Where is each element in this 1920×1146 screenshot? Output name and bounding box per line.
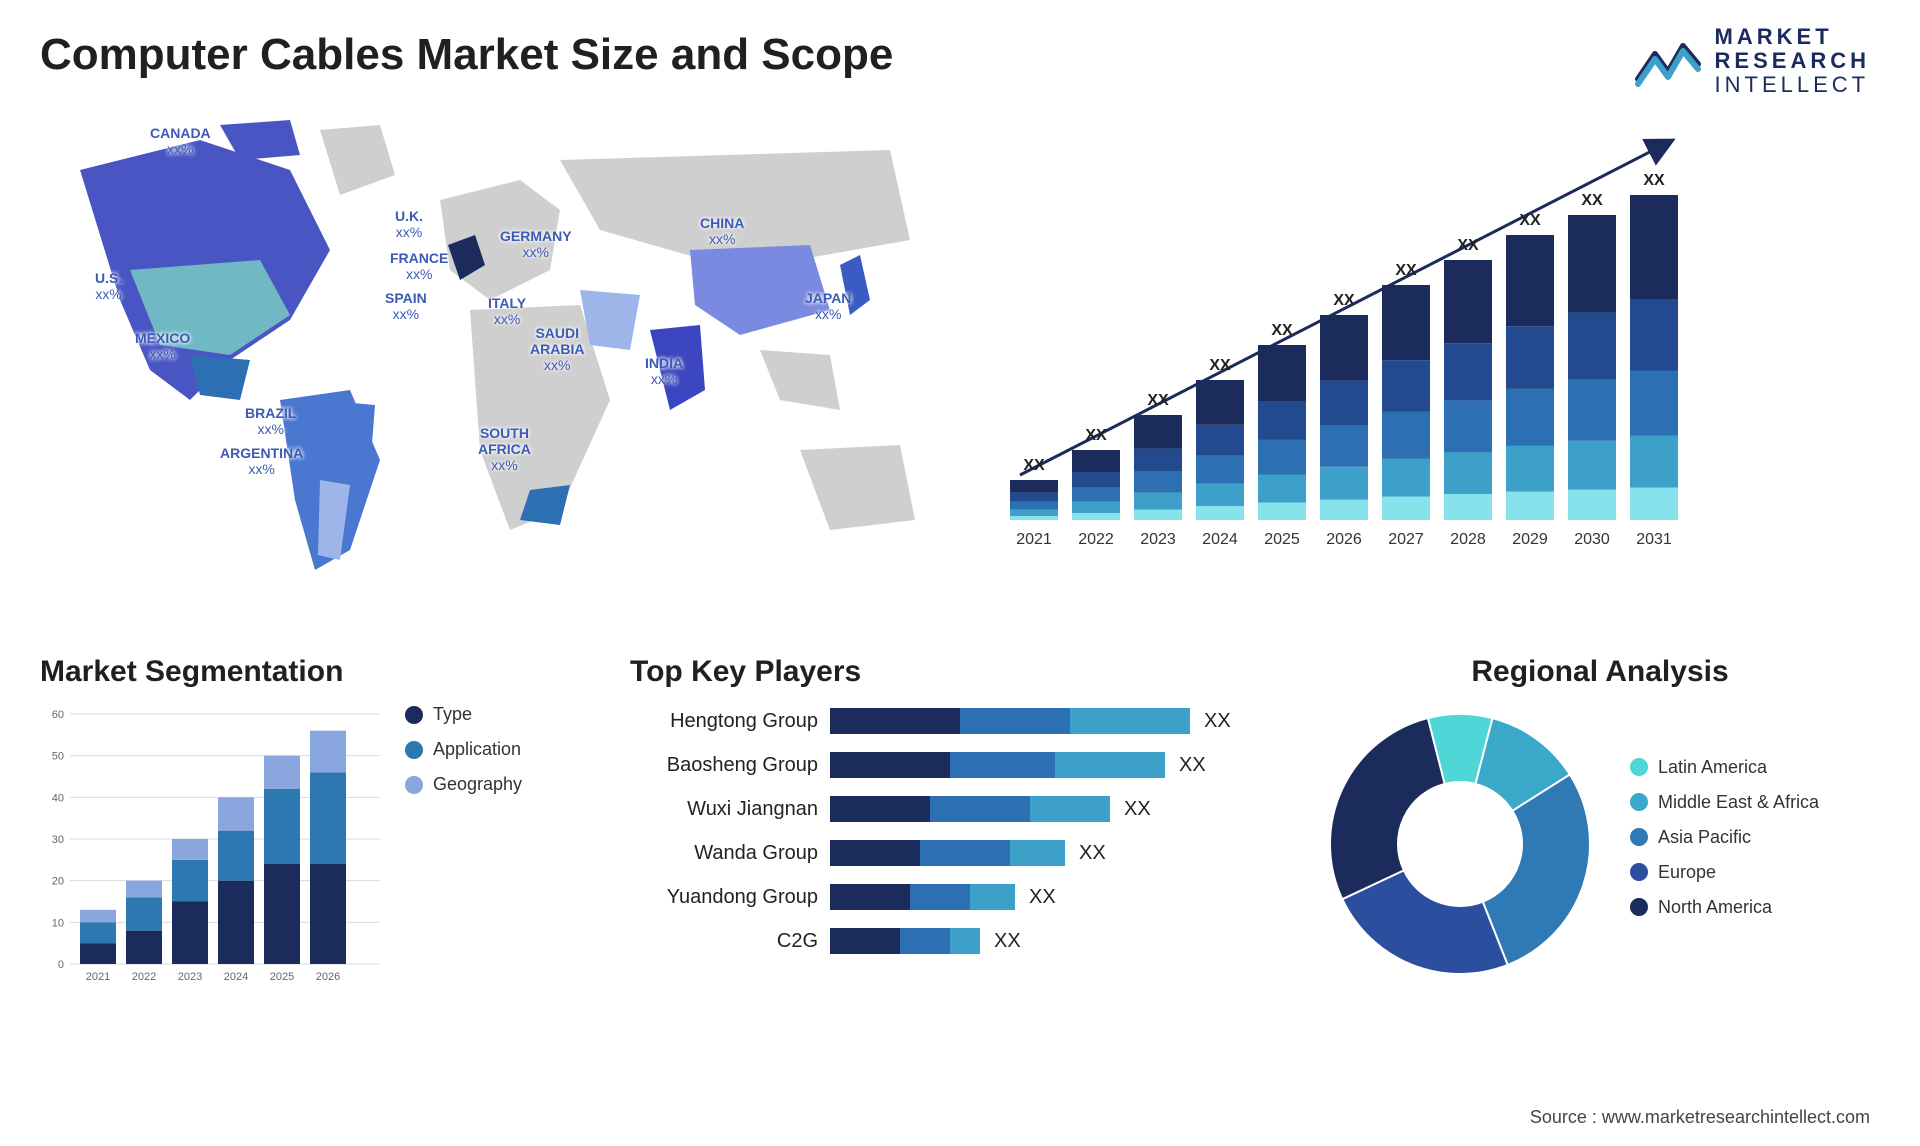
legend-item: Geography [405,774,522,795]
players-chart: Hengtong GroupXXBaosheng GroupXXWuxi Jia… [630,704,1290,958]
map-label: SPAINxx% [385,290,427,322]
player-label: Wanda Group [630,842,830,865]
regional-panel: Regional Analysis Latin America Middle Ea… [1320,655,1880,984]
svg-text:2022: 2022 [1078,531,1114,548]
segmentation-legend: Type Application Geography [405,704,522,809]
player-value: XX [994,930,1021,953]
svg-text:50: 50 [52,751,64,763]
svg-text:2021: 2021 [1016,531,1052,548]
legend-item: Asia Pacific [1630,827,1819,848]
map-label: JAPANxx% [805,290,851,322]
svg-text:XX: XX [1085,427,1107,444]
segmentation-panel: Market Segmentation 0 10 20 30 40 50 60 2021 202… [40,655,600,984]
svg-text:XX: XX [1023,457,1045,474]
regional-legend: Latin America Middle East & Africa Asia Pa… [1630,757,1819,932]
logo-icon [1633,34,1703,89]
legend-item: North America [1630,897,1819,918]
logo: MARKET RESEARCH INTELLECT [1633,25,1870,98]
player-row: C2G XX [630,924,1290,958]
page-title: Computer Cables Market Size and Scope [40,30,1880,80]
logo-line3: INTELLECT [1715,73,1870,97]
map-label: INDIAxx% [645,355,683,387]
svg-text:2028: 2028 [1450,531,1486,548]
regional-donut [1320,704,1600,984]
player-row: Hengtong Group XX [630,704,1290,738]
players-panel: Top Key Players Hengtong GroupXXBaosheng… [630,655,1290,984]
map-label: SAUDIARABIAxx% [530,325,584,373]
players-title: Top Key Players [630,655,1290,689]
map-label: U.K.xx% [395,208,423,240]
legend-item: Latin America [1630,757,1819,778]
map-label: MEXICOxx% [135,330,190,362]
player-label: Baosheng Group [630,754,830,777]
svg-text:XX: XX [1147,392,1169,409]
growth-chart: XX 2021 XX 2022 XX 2023 XX 2024 XX 2025 XX 2026 XX 20… [980,100,1880,630]
segmentation-chart: 0 10 20 30 40 50 60 2021 2022 2023 2024 2025 2026 [40,704,380,984]
source-text: Source : www.marketresearchintellect.com [1530,1107,1870,1128]
regional-title: Regional Analysis [1320,655,1880,689]
svg-text:2024: 2024 [224,971,248,983]
svg-text:2025: 2025 [270,971,294,983]
svg-text:60: 60 [52,709,64,721]
player-row: Baosheng Group XX [630,748,1290,782]
map-label: U.S.xx% [95,270,122,302]
svg-text:2021: 2021 [86,971,110,983]
player-value: XX [1029,886,1056,909]
player-label: Yuandong Group [630,886,830,909]
map-label: ARGENTINAxx% [220,445,303,477]
svg-text:2025: 2025 [1264,531,1300,548]
svg-text:XX: XX [1581,192,1603,209]
svg-text:XX: XX [1209,357,1231,374]
world-map: CANADAxx% U.S.xx% MEXICOxx% BRAZILxx% ARGENT… [40,100,940,630]
svg-text:XX: XX [1271,322,1293,339]
svg-text:2024: 2024 [1202,531,1238,548]
legend-item: Middle East & Africa [1630,792,1819,813]
svg-text:30: 30 [52,834,64,846]
player-value: XX [1204,710,1231,733]
svg-text:XX: XX [1395,262,1417,279]
svg-text:2030: 2030 [1574,531,1610,548]
svg-text:2027: 2027 [1388,531,1424,548]
svg-text:2029: 2029 [1512,531,1548,548]
logo-line2: RESEARCH [1715,49,1870,73]
player-row: Yuandong Group XX [630,880,1290,914]
svg-text:40: 40 [52,792,64,804]
svg-text:2023: 2023 [178,971,202,983]
svg-text:XX: XX [1643,172,1665,189]
svg-text:2022: 2022 [132,971,156,983]
player-row: Wuxi Jiangnan XX [630,792,1290,826]
svg-text:2026: 2026 [316,971,340,983]
svg-text:XX: XX [1519,212,1541,229]
map-label: ITALYxx% [488,295,526,327]
player-value: XX [1124,798,1151,821]
player-label: Hengtong Group [630,710,830,733]
player-label: C2G [630,930,830,953]
map-label: GERMANYxx% [500,228,572,260]
svg-text:2026: 2026 [1326,531,1362,548]
map-label: BRAZILxx% [245,405,296,437]
map-label: CANADAxx% [150,125,211,157]
map-label: FRANCExx% [390,250,448,282]
svg-text:20: 20 [52,876,64,888]
player-value: XX [1179,754,1206,777]
player-value: XX [1079,842,1106,865]
svg-text:10: 10 [52,917,64,929]
player-row: Wanda Group XX [630,836,1290,870]
player-label: Wuxi Jiangnan [630,798,830,821]
map-label: SOUTHAFRICAxx% [478,425,531,473]
svg-text:XX: XX [1457,237,1479,254]
logo-line1: MARKET [1715,25,1870,49]
map-label: CHINAxx% [700,215,744,247]
segmentation-title: Market Segmentation [40,655,600,689]
svg-text:2023: 2023 [1140,531,1176,548]
growth-chart-svg: XX 2021 XX 2022 XX 2023 XX 2024 XX 2025 XX 2026 XX 20… [980,100,1860,600]
svg-text:0: 0 [58,959,64,971]
legend-item: Europe [1630,862,1819,883]
legend-item: Application [405,739,522,760]
svg-text:XX: XX [1333,292,1355,309]
svg-text:2031: 2031 [1636,531,1672,548]
legend-item: Type [405,704,522,725]
